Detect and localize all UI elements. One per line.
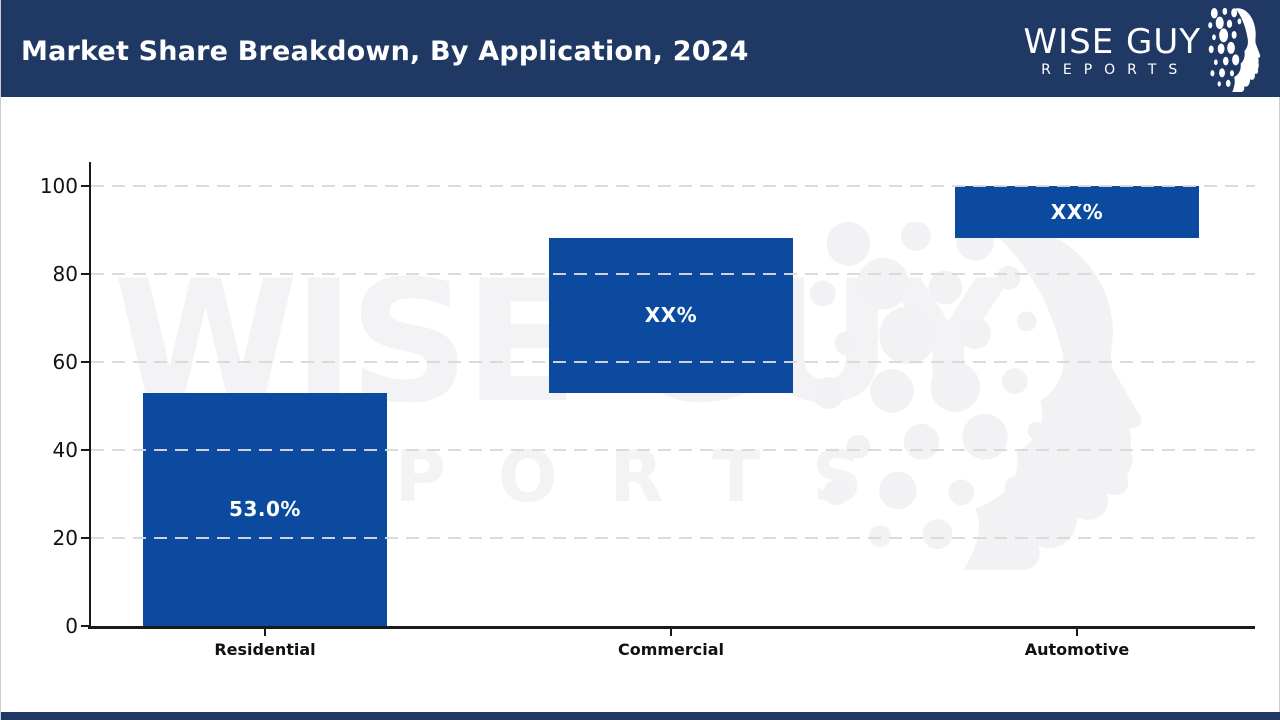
bar-value-label: XX% [1050, 199, 1104, 224]
x-axis-tick [1076, 629, 1078, 636]
gridline [91, 449, 1255, 451]
gridline [91, 185, 1255, 187]
x-axis-label-commercial: Commercial [617, 640, 725, 659]
brand-logo: WISE GUY REPORTS [1011, 6, 1267, 92]
page-title: Market Share Breakdown, By Application, … [21, 36, 749, 67]
y-axis-tick-label: 100 [39, 174, 78, 198]
bar-residential: 53.0% [143, 392, 387, 626]
logo-head-icon [1208, 8, 1261, 92]
bar-value-label: 53.0% [229, 497, 301, 522]
logo-subtext: REPORTS [1041, 62, 1190, 78]
footer-bar [1, 712, 1280, 720]
x-axis-label-residential: Residential [214, 640, 316, 659]
header-bar: Market Share Breakdown, By Application, … [1, 0, 1280, 97]
gridline [91, 273, 1255, 275]
y-axis-line [89, 162, 91, 628]
y-axis-tick [81, 185, 89, 187]
y-axis-tick-label: 20 [52, 526, 78, 550]
y-axis-tick-label: 60 [52, 350, 78, 374]
logo-wordmark: WISE GUY REPORTS [1023, 24, 1201, 78]
y-axis-tick [81, 273, 89, 275]
y-axis-tick [81, 625, 89, 627]
gridline [91, 537, 1255, 539]
x-axis-tick [264, 629, 266, 636]
gridline [91, 361, 1255, 363]
y-axis-tick [81, 449, 89, 451]
x-axis-label-automotive: Automotive [1024, 640, 1130, 659]
y-axis-tick-label: 0 [65, 614, 78, 638]
y-axis-tick-label: 80 [52, 262, 78, 286]
y-axis-tick [81, 361, 89, 363]
y-axis-tick [81, 537, 89, 539]
bar-automotive: XX% [955, 186, 1199, 238]
x-axis-line [88, 626, 1255, 629]
y-axis-tick-label: 40 [52, 438, 78, 462]
logo-wordmark-text: WISE GUY [1023, 22, 1201, 62]
bar-commercial: XX% [549, 237, 793, 393]
bar-value-label: XX% [644, 303, 698, 328]
x-axis-tick [670, 629, 672, 636]
